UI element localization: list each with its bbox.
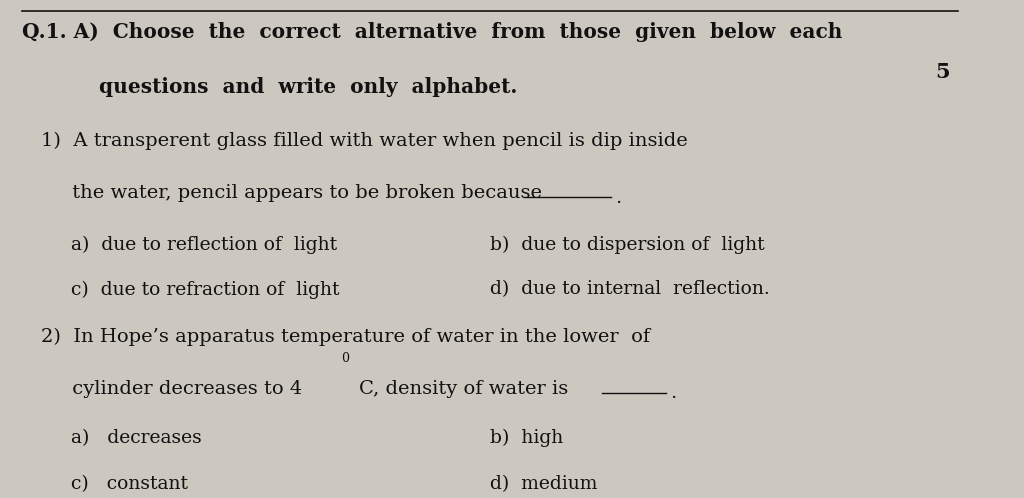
- Text: questions  and  write  only  alphabet.: questions and write only alphabet.: [22, 77, 517, 97]
- Text: c)  due to refraction of  light: c) due to refraction of light: [41, 280, 340, 298]
- Text: 1)  A transperent glass filled with water when pencil is dip inside: 1) A transperent glass filled with water…: [41, 131, 688, 150]
- Text: .: .: [615, 189, 622, 207]
- Text: 0: 0: [341, 352, 349, 365]
- Text: a)   decreases: a) decreases: [41, 429, 202, 447]
- Text: cylinder decreases to 4: cylinder decreases to 4: [41, 379, 302, 397]
- Text: b)  due to dispersion of  light: b) due to dispersion of light: [489, 236, 765, 254]
- Text: d)  due to internal  reflection.: d) due to internal reflection.: [489, 280, 770, 298]
- Text: C, density of water is: C, density of water is: [358, 379, 568, 397]
- Text: a)  due to reflection of  light: a) due to reflection of light: [41, 236, 337, 254]
- Text: d)  medium: d) medium: [489, 475, 597, 493]
- Text: c)   constant: c) constant: [41, 475, 188, 493]
- Text: b)  high: b) high: [489, 429, 563, 447]
- Text: the water, pencil appears to be broken because: the water, pencil appears to be broken b…: [41, 184, 542, 202]
- Text: 2)  In Hope’s apparatus temperature of water in the lower  of: 2) In Hope’s apparatus temperature of wa…: [41, 327, 650, 346]
- Text: .: .: [670, 384, 677, 402]
- Text: Q.1. A)  Choose  the  correct  alternative  from  those  given  below  each: Q.1. A) Choose the correct alternative f…: [22, 22, 842, 42]
- Text: 5: 5: [936, 62, 950, 82]
